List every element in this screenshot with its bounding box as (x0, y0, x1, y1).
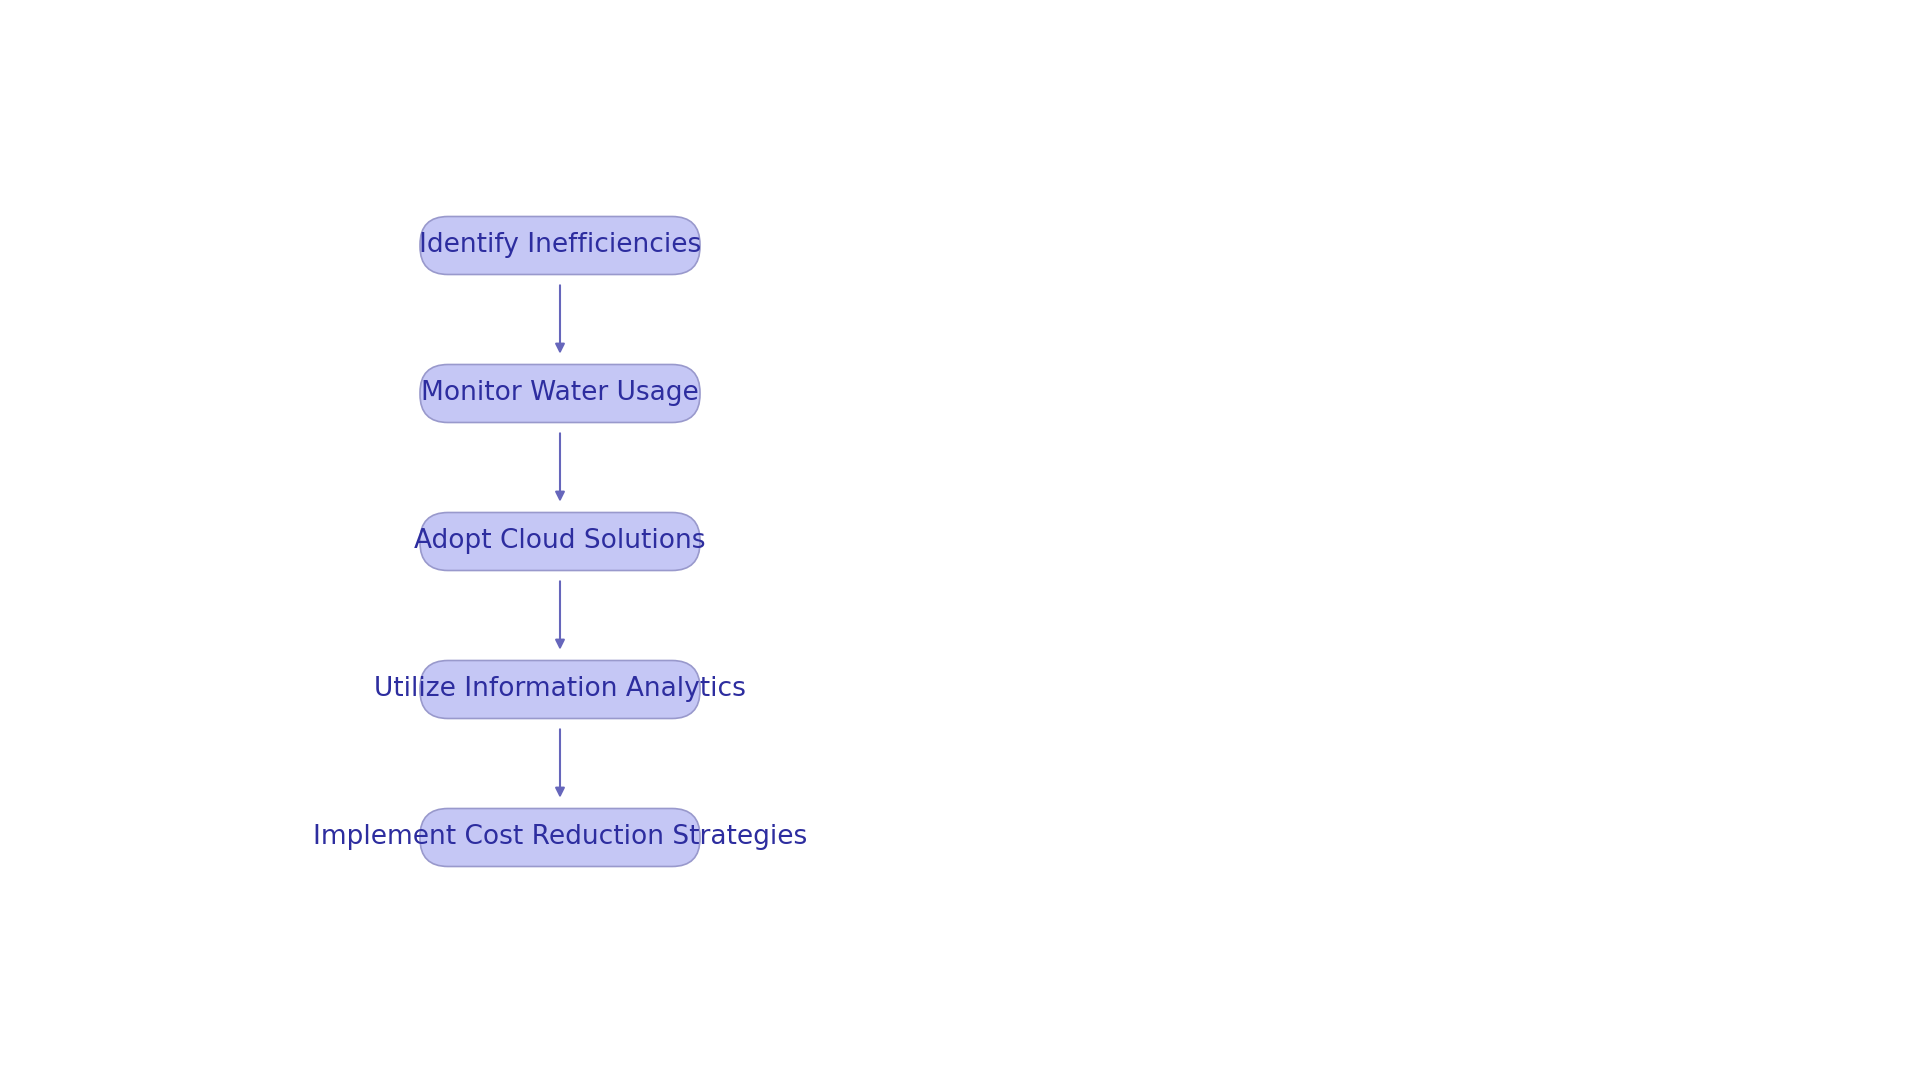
FancyBboxPatch shape (420, 661, 701, 718)
FancyBboxPatch shape (420, 809, 701, 866)
FancyBboxPatch shape (420, 512, 701, 571)
Text: Identify Inefficiencies: Identify Inefficiencies (419, 233, 701, 259)
Text: Utilize Information Analytics: Utilize Information Analytics (374, 677, 747, 703)
Text: Adopt Cloud Solutions: Adopt Cloud Solutions (415, 529, 707, 554)
FancyBboxPatch shape (420, 365, 701, 422)
Text: Monitor Water Usage: Monitor Water Usage (420, 380, 699, 406)
Text: Implement Cost Reduction Strategies: Implement Cost Reduction Strategies (313, 824, 806, 850)
FancyBboxPatch shape (420, 217, 701, 274)
